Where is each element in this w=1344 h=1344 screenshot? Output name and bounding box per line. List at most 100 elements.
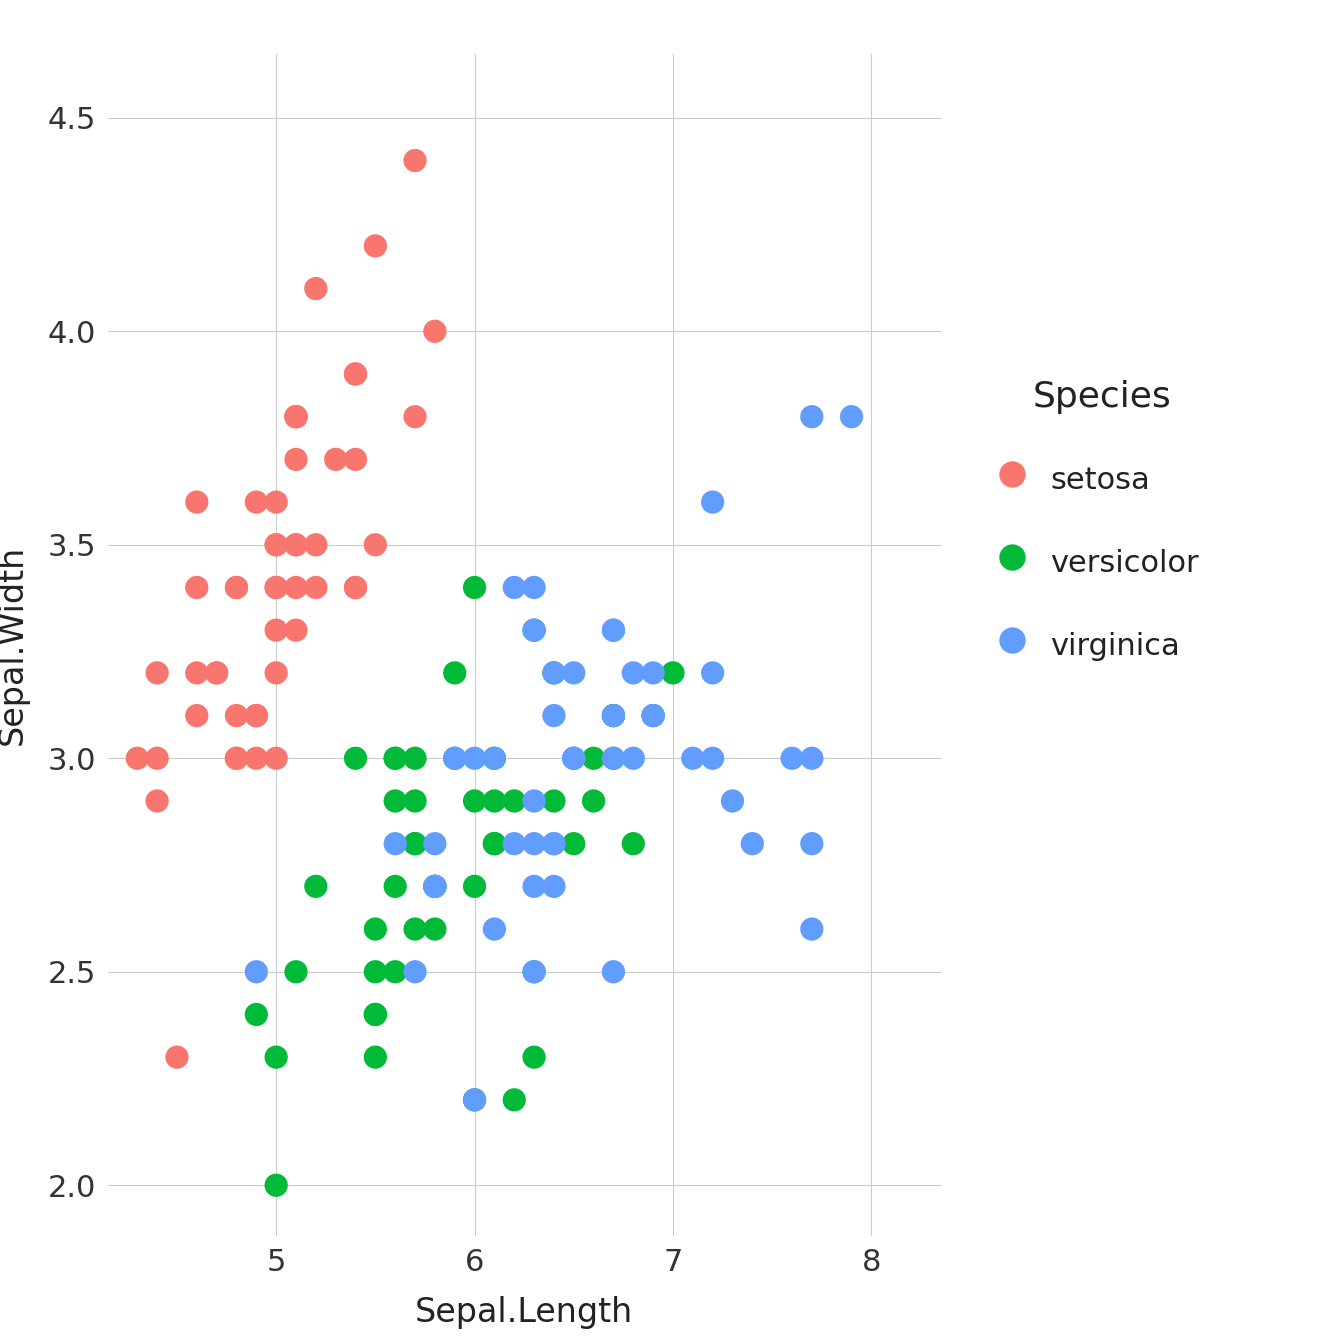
X-axis label: Sepal.Length: Sepal.Length (415, 1296, 633, 1329)
Point (702, 663, 723, 684)
Point (425, 875, 446, 896)
Point (504, 1089, 526, 1110)
Point (226, 577, 247, 598)
Point (325, 449, 347, 470)
Point (484, 833, 505, 855)
Point (364, 1004, 386, 1025)
Point (285, 449, 306, 470)
Point (364, 918, 386, 939)
Point (265, 1175, 286, 1196)
Point (405, 747, 426, 769)
Point (523, 961, 544, 982)
Point (801, 406, 823, 427)
Point (425, 875, 446, 896)
Point (146, 790, 168, 812)
Point (622, 833, 644, 855)
Point (563, 747, 585, 769)
Point (425, 918, 446, 939)
Point (146, 663, 168, 684)
Point (602, 620, 624, 641)
Point (364, 534, 386, 555)
Point (345, 449, 367, 470)
Point (265, 577, 286, 598)
Point (602, 747, 624, 769)
Point (464, 875, 485, 896)
Point (563, 663, 585, 684)
Point (484, 747, 505, 769)
Point (185, 663, 207, 684)
Point (425, 875, 446, 896)
Point (345, 747, 367, 769)
Point (504, 790, 526, 812)
Point (464, 577, 485, 598)
Point (226, 704, 247, 726)
Point (146, 747, 168, 769)
Point (642, 663, 664, 684)
Point (504, 833, 526, 855)
Point (305, 278, 327, 300)
Point (265, 534, 286, 555)
Point (206, 663, 227, 684)
Point (384, 833, 406, 855)
Point (742, 833, 763, 855)
Point (484, 833, 505, 855)
Point (523, 875, 544, 896)
Point (563, 833, 585, 855)
Point (246, 961, 267, 982)
Point (464, 747, 485, 769)
Point (305, 534, 327, 555)
Point (226, 747, 247, 769)
Point (285, 620, 306, 641)
Point (484, 790, 505, 812)
Point (384, 875, 406, 896)
Point (364, 961, 386, 982)
Point (444, 747, 465, 769)
Point (305, 875, 327, 896)
Point (563, 747, 585, 769)
Point (126, 747, 148, 769)
Point (702, 747, 723, 769)
Point (265, 1047, 286, 1068)
Point (801, 747, 823, 769)
Point (226, 747, 247, 769)
Point (543, 704, 564, 726)
Point (265, 577, 286, 598)
Point (405, 149, 426, 171)
Legend: setosa, versicolor, virginica: setosa, versicolor, virginica (989, 364, 1215, 679)
Point (602, 620, 624, 641)
Point (543, 663, 564, 684)
Point (523, 790, 544, 812)
Point (265, 747, 286, 769)
Point (185, 704, 207, 726)
Point (246, 704, 267, 726)
Point (285, 577, 306, 598)
Point (405, 961, 426, 982)
Point (523, 961, 544, 982)
Point (523, 577, 544, 598)
Point (405, 918, 426, 939)
Point (285, 406, 306, 427)
Point (523, 833, 544, 855)
Point (583, 747, 605, 769)
Point (702, 492, 723, 513)
Point (226, 577, 247, 598)
Point (484, 747, 505, 769)
Point (285, 534, 306, 555)
Point (265, 534, 286, 555)
Point (345, 577, 367, 598)
Point (345, 363, 367, 384)
Point (602, 747, 624, 769)
Point (602, 961, 624, 982)
Y-axis label: Sepal.Width: Sepal.Width (0, 546, 28, 745)
Point (405, 833, 426, 855)
Point (622, 747, 644, 769)
Point (185, 577, 207, 598)
Point (602, 704, 624, 726)
Point (663, 663, 684, 684)
Point (642, 704, 664, 726)
Point (384, 790, 406, 812)
Point (206, 663, 227, 684)
Point (345, 363, 367, 384)
Point (484, 918, 505, 939)
Point (841, 406, 863, 427)
